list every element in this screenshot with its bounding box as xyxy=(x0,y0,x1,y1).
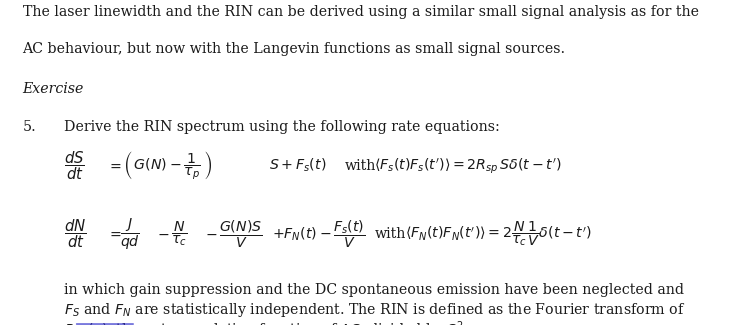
Text: $\dfrac{N}{\tau_{c}}$: $\dfrac{N}{\tau_{c}}$ xyxy=(171,220,188,248)
Text: $\dfrac{dS}{dt}$: $\dfrac{dS}{dt}$ xyxy=(64,150,85,182)
Text: The laser linewidth and the RIN can be derived using a similar small signal anal: The laser linewidth and the RIN can be d… xyxy=(23,5,699,19)
Text: with: with xyxy=(374,227,406,241)
Text: $-$: $-$ xyxy=(157,227,169,241)
Text: with: with xyxy=(344,159,376,173)
Text: $=$: $=$ xyxy=(107,227,122,241)
Text: $S+F_{s}(t)$: $S+F_{s}(t)$ xyxy=(269,157,326,175)
Text: 5.: 5. xyxy=(23,120,36,134)
Text: $\left(\,G(N)-\dfrac{1}{\tau_{p}}\,\right)$: $\left(\,G(N)-\dfrac{1}{\tau_{p}}\,\righ… xyxy=(123,150,211,182)
Text: in which gain suppression and the DC spontaneous emission have been neglected an: in which gain suppression and the DC spo… xyxy=(64,283,684,297)
Text: $\dfrac{dN}{dt}$: $\dfrac{dN}{dt}$ xyxy=(64,218,86,250)
Text: $+F_{N}(t)-$: $+F_{N}(t)-$ xyxy=(272,225,332,243)
Text: $F_S$ and $F_N$ are statistically independent. The RIN is defined as the Fourier: $F_S$ and $F_N$ are statistically indepe… xyxy=(64,301,685,319)
Text: Derive the RIN spectrum using the following rate equations:: Derive the RIN spectrum using the follow… xyxy=(64,120,500,134)
Text: $-$: $-$ xyxy=(205,227,217,241)
Text: AC behaviour, but now with the Langevin functions as small signal sources.: AC behaviour, but now with the Langevin … xyxy=(23,42,566,56)
Text: $R_{\Delta S}(\tau)$, the autocorrelation function of $\Delta S$, divided by $S^: $R_{\Delta S}(\tau)$, the autocorrelatio… xyxy=(64,320,468,325)
Text: Exercise: Exercise xyxy=(23,82,84,96)
Text: $\langle F_{N}(t)F_{N}(t^{\prime})\rangle = 2\dfrac{N}{\tau_{c}}\dfrac{1}{V}\del: $\langle F_{N}(t)F_{N}(t^{\prime})\rangl… xyxy=(405,220,592,248)
Text: $\dfrac{J}{qd}$: $\dfrac{J}{qd}$ xyxy=(120,216,141,252)
Text: $\dfrac{F_{s}(t)}{V}$: $\dfrac{F_{s}(t)}{V}$ xyxy=(333,218,365,250)
Text: $\dfrac{G(N)S}{V}$: $\dfrac{G(N)S}{V}$ xyxy=(219,218,262,250)
Text: $\langle F_{s}(t)F_{s}(t^{\prime})\rangle = 2R_{sp}\,S\delta(t-t^{\prime})$: $\langle F_{s}(t)F_{s}(t^{\prime})\rangl… xyxy=(374,156,562,176)
Text: $=$: $=$ xyxy=(107,159,122,173)
